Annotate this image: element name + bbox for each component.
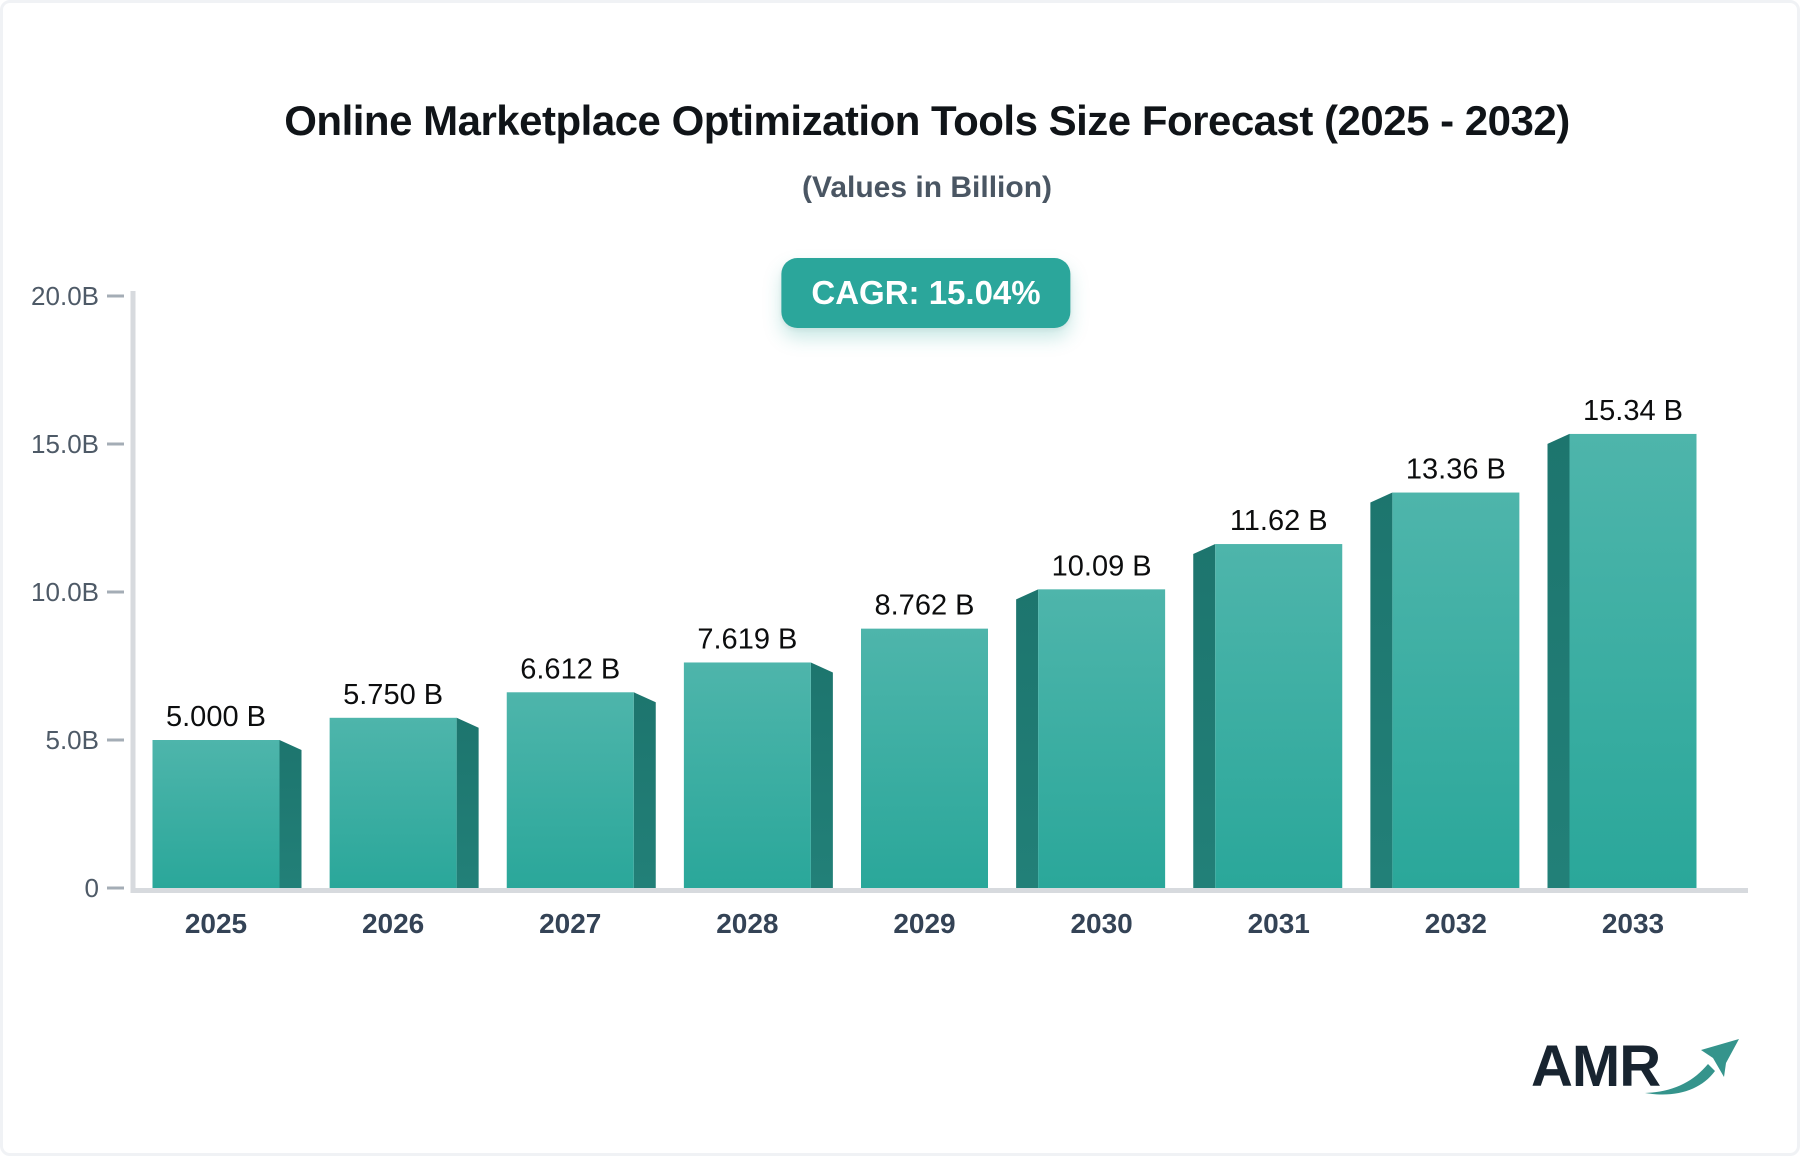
bar-value-label: 7.619 B xyxy=(697,623,797,655)
bar-front-face xyxy=(152,740,280,888)
bar-2032: 13.36 B 2032 xyxy=(1370,454,1520,939)
y-tick-label: 5.0B xyxy=(46,725,100,755)
x-category-label: 2029 xyxy=(893,908,955,939)
x-category-label: 2030 xyxy=(1070,908,1132,939)
bar-front-face xyxy=(1569,433,1697,888)
cagr-badge-label: CAGR: 15.04% xyxy=(811,274,1041,311)
bar-side-face xyxy=(456,717,479,888)
bar-chart-plot: 0 5.0B 10.0B 15.0B 20.0B 5.000 B 2025 5.750 B 2… xyxy=(31,281,1748,939)
y-axis-line xyxy=(130,291,136,893)
page-subtitle: (Values in Billion) xyxy=(801,171,1053,204)
bar-side-face xyxy=(633,692,656,888)
cagr-badge: CAGR: 15.04% xyxy=(781,258,1071,328)
bar-value-label: 11.62 B xyxy=(1230,505,1328,537)
amr-logo: AMR xyxy=(1531,1033,1739,1113)
x-category-label: 2028 xyxy=(716,908,778,939)
bar-2031: 11.62 B 2031 xyxy=(1193,505,1343,939)
x-category-label: 2025 xyxy=(185,908,247,939)
y-tick-label: 10.0B xyxy=(31,577,99,607)
trending-up-arrow-icon xyxy=(1645,1039,1739,1095)
bar-value-label: 8.762 B xyxy=(875,590,975,622)
bar-front-face xyxy=(1038,589,1166,888)
x-category-label: 2031 xyxy=(1248,908,1310,939)
page-title: Online Marketplace Optimization Tools Si… xyxy=(284,97,1570,144)
bar-front-face xyxy=(506,692,634,888)
y-tick-label: 0 xyxy=(85,873,99,903)
bar-value-label: 13.36 B xyxy=(1406,454,1506,486)
bar-2027: 6.612 B 2027 xyxy=(506,653,656,939)
bar-side-face xyxy=(1370,492,1393,888)
y-tick-label: 15.0B xyxy=(31,429,99,459)
y-tick-label: 20.0B xyxy=(31,281,99,311)
bar-side-face xyxy=(279,740,302,888)
bar-value-label: 10.09 B xyxy=(1052,550,1152,582)
bar-value-label: 5.750 B xyxy=(343,679,443,711)
x-axis-line xyxy=(130,888,1748,893)
amr-logo-text: AMR xyxy=(1531,1034,1661,1099)
y-tick-dash xyxy=(107,442,124,446)
bar-2029: 8.762 B 2029 xyxy=(861,590,988,939)
bars-group: 5.000 B 2025 5.750 B 2026 6.612 B 2027 7.619 B… xyxy=(152,395,1697,939)
y-tick-dash xyxy=(107,294,124,298)
bar-side-face xyxy=(810,662,833,888)
x-category-label: 2026 xyxy=(362,908,424,939)
bar-2030: 10.09 B 2030 xyxy=(1016,550,1166,939)
bar-front-face xyxy=(1392,492,1520,888)
x-category-label: 2032 xyxy=(1425,908,1487,939)
bar-front-face xyxy=(329,717,457,888)
bar-side-face xyxy=(1193,544,1216,888)
bar-side-face xyxy=(1016,589,1039,888)
axes-group: 0 5.0B 10.0B 15.0B 20.0B xyxy=(31,281,1748,903)
bar-front-face xyxy=(1215,544,1343,888)
y-tick-dash xyxy=(107,590,124,594)
y-tick-dash xyxy=(107,886,124,890)
bar-2025: 5.000 B 2025 xyxy=(152,701,302,939)
x-category-label: 2033 xyxy=(1602,908,1664,939)
x-category-label: 2027 xyxy=(539,908,601,939)
bar-2028: 7.619 B 2028 xyxy=(683,623,833,939)
bar-side-face xyxy=(1547,433,1570,888)
y-tick-dash xyxy=(107,738,124,742)
bar-value-label: 5.000 B xyxy=(166,701,266,733)
bar-front-face xyxy=(861,628,988,888)
bar-front-face xyxy=(683,662,811,888)
bar-2033: 15.34 B 2033 xyxy=(1547,395,1697,939)
bar-2026: 5.750 B 2026 xyxy=(329,679,479,939)
bar-value-label: 15.34 B xyxy=(1583,395,1683,427)
bar-value-label: 6.612 B xyxy=(520,653,620,685)
